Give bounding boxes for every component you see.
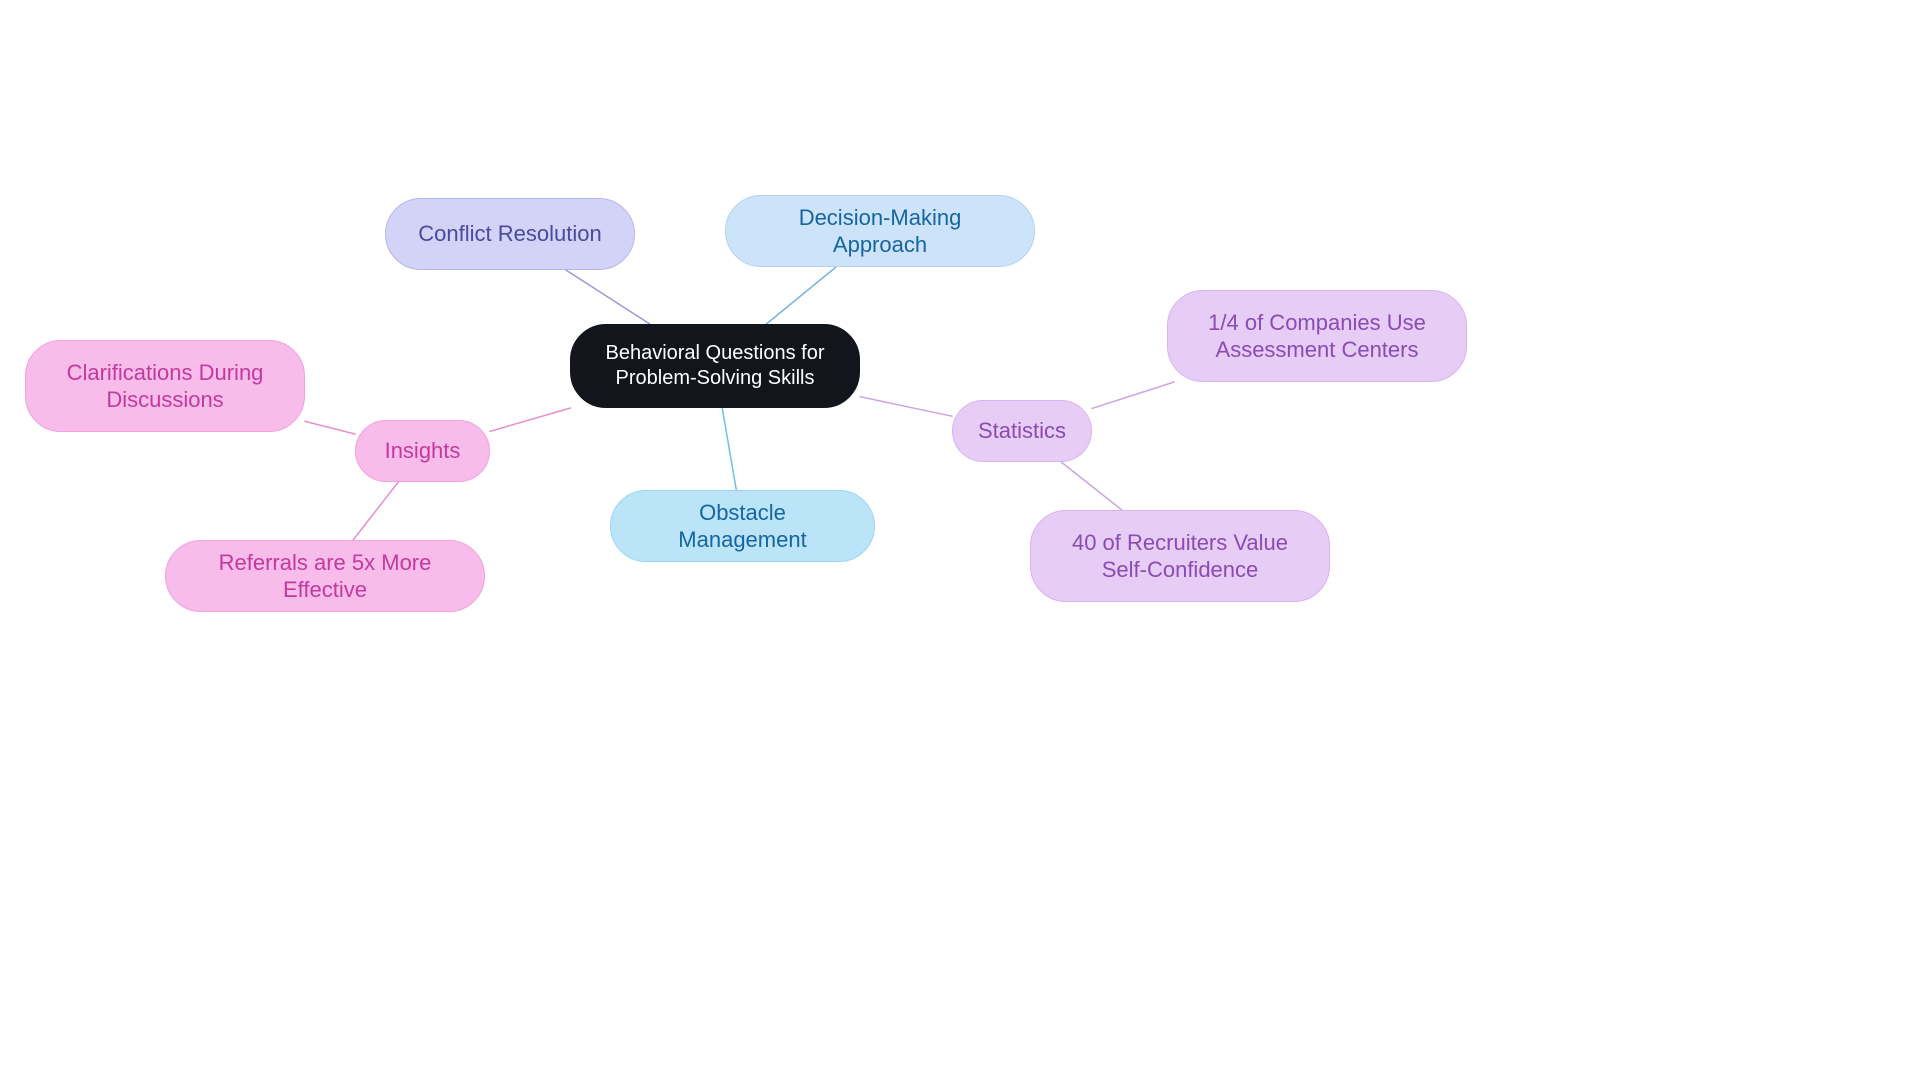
node-conflict-resolution: Conflict Resolution	[385, 198, 635, 270]
node-label: Statistics	[978, 417, 1066, 445]
node-label: Insights	[385, 437, 461, 465]
node-referrals: Referrals are 5x More Effective	[165, 540, 485, 612]
node-clarifications: Clarifications During Discussions	[25, 340, 305, 432]
node-statistics: Statistics	[952, 400, 1092, 462]
node-label: 40 of Recruiters Value Self-Confidence	[1059, 529, 1301, 584]
node-label: Referrals are 5x More Effective	[194, 549, 456, 604]
node-obstacle-management: Obstacle Management	[610, 490, 875, 562]
node-recruiters-confidence: 40 of Recruiters Value Self-Confidence	[1030, 510, 1330, 602]
node-insights: Insights	[355, 420, 490, 482]
mindmap-canvas: Behavioral Questions for Problem-Solving…	[0, 0, 1920, 1083]
node-label: Conflict Resolution	[418, 220, 601, 248]
node-label: Clarifications During Discussions	[54, 359, 276, 414]
node-label: Decision-Making Approach	[754, 204, 1006, 259]
node-label: Behavioral Questions for Problem-Solving…	[599, 341, 831, 391]
node-label: Obstacle Management	[639, 499, 846, 554]
node-decision-making: Decision-Making Approach	[725, 195, 1035, 267]
node-center: Behavioral Questions for Problem-Solving…	[570, 324, 860, 408]
node-label: 1/4 of Companies Use Assessment Centers	[1196, 309, 1438, 364]
node-assessment-centers: 1/4 of Companies Use Assessment Centers	[1167, 290, 1467, 382]
